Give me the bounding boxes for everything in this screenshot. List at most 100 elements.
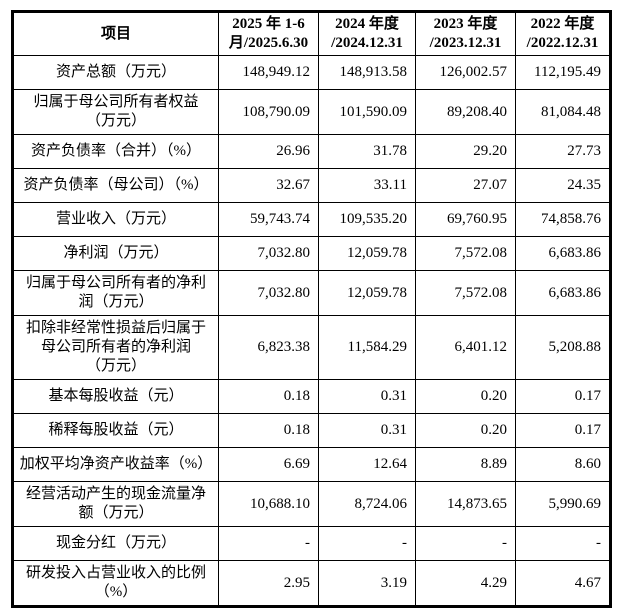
table-row: 资产负债率（合并）（%） 26.96 31.78 29.20 27.73 <box>12 134 611 169</box>
table-row: 归属于母公司所有者的净利 润（万元） 7,032.80 12,059.78 7,572… <box>12 270 611 316</box>
item-label: 归属于母公司所有者权益 （万元） <box>12 89 219 135</box>
table-row: 加权平均净资产收益率（%） 6.69 12.64 8.89 8.60 <box>12 447 611 482</box>
value-cell: 31.78 <box>318 134 416 169</box>
table-row: 归属于母公司所有者权益 （万元） 108,790.09 101,590.09 89,2… <box>12 89 611 135</box>
value-cell: 0.17 <box>515 379 611 414</box>
value-cell: 6,401.12 <box>415 315 516 380</box>
value-cell: 0.31 <box>318 413 416 448</box>
value-cell: - <box>415 526 516 561</box>
value-cell: 8.89 <box>415 447 516 482</box>
value-cell: 33.11 <box>318 168 416 203</box>
header-line: 月/2025.6.30 <box>228 35 309 51</box>
value-cell: 29.20 <box>415 134 516 169</box>
value-cell: 4.29 <box>415 560 516 607</box>
header-line: /2022.12.31 <box>526 35 599 51</box>
value-cell: 126,002.57 <box>415 55 516 90</box>
value-cell: 12,059.78 <box>318 270 416 316</box>
value-cell: 5,990.69 <box>515 481 611 527</box>
value-cell: 8.60 <box>515 447 611 482</box>
value-cell: 109,535.20 <box>318 202 416 237</box>
item-label: 稀释每股收益（元） <box>12 413 219 448</box>
value-cell: 6,683.86 <box>515 236 611 271</box>
value-cell: 27.07 <box>415 168 516 203</box>
value-cell: 32.67 <box>218 168 319 203</box>
value-cell: 112,195.49 <box>515 55 611 90</box>
column-header-period-2: 2023 年度/2023.12.31 <box>415 11 516 56</box>
value-cell: 4.67 <box>515 560 611 607</box>
value-cell: 12.64 <box>318 447 416 482</box>
value-cell: 6,823.38 <box>218 315 319 380</box>
item-label: 加权平均净资产收益率（%） <box>12 447 219 482</box>
value-cell: 10,688.10 <box>218 481 319 527</box>
column-header-period-0: 2025 年 1-6 月/2025.6.30 <box>218 11 319 56</box>
financial-summary-table: 项目 2025 年 1-6 月/2025.6.30 2024 年度/2024.12.… <box>11 10 612 608</box>
item-label: 资产负债率（合并）（%） <box>12 134 219 169</box>
item-label: 现金分红（万元） <box>12 526 219 561</box>
value-cell: 6,683.86 <box>515 270 611 316</box>
item-label: 基本每股收益（元） <box>12 379 219 414</box>
item-label: 归属于母公司所有者的净利 润（万元） <box>12 270 219 316</box>
value-cell: 0.17 <box>515 413 611 448</box>
value-cell: - <box>218 526 319 561</box>
value-cell: 0.20 <box>415 413 516 448</box>
table-row: 资产负债率（母公司）（%） 32.67 33.11 27.07 24.35 <box>12 168 611 203</box>
value-cell: 0.20 <box>415 379 516 414</box>
value-cell: 148,913.58 <box>318 55 416 90</box>
table-row: 稀释每股收益（元） 0.18 0.31 0.20 0.17 <box>12 413 611 448</box>
table-body: 资产总额（万元） 148,949.12 148,913.58 126,002.57 11… <box>12 55 611 607</box>
value-cell: 108,790.09 <box>218 89 319 135</box>
value-cell: 69,760.95 <box>415 202 516 237</box>
header-line: /2023.12.31 <box>429 35 502 51</box>
table-row: 扣除非经常性损益后归属于 母公司所有者的净利润 （万元） 6,823.38 11,5… <box>12 315 611 380</box>
value-cell: 27.73 <box>515 134 611 169</box>
value-cell: 7,032.80 <box>218 236 319 271</box>
header-line: 2022 年度 <box>530 16 595 32</box>
value-cell: 14,873.65 <box>415 481 516 527</box>
value-cell: 7,032.80 <box>218 270 319 316</box>
value-cell: 59,743.74 <box>218 202 319 237</box>
value-cell: - <box>515 526 611 561</box>
item-label: 资产总额（万元） <box>12 55 219 90</box>
header-line: 2025 年 1-6 <box>232 16 305 32</box>
value-cell: 81,084.48 <box>515 89 611 135</box>
column-header-item: 项目 <box>12 11 219 56</box>
column-header-period-1: 2024 年度/2024.12.31 <box>318 11 416 56</box>
table-row: 资产总额（万元） 148,949.12 148,913.58 126,002.57 11… <box>12 55 611 90</box>
value-cell: 101,590.09 <box>318 89 416 135</box>
value-cell: 7,572.08 <box>415 236 516 271</box>
item-label: 研发投入占营业收入的比例 （%） <box>12 560 219 607</box>
header-line: /2024.12.31 <box>331 35 403 51</box>
value-cell: 2.95 <box>218 560 319 607</box>
value-cell: 6.69 <box>218 447 319 482</box>
header-row: 项目 2025 年 1-6 月/2025.6.30 2024 年度/2024.12.… <box>12 11 611 56</box>
column-header-period-3: 2022 年度/2022.12.31 <box>515 11 611 56</box>
table-row: 净利润（万元） 7,032.80 12,059.78 7,572.08 6,683.86 <box>12 236 611 271</box>
table-row: 研发投入占营业收入的比例 （%） 2.95 3.19 4.29 4.67 <box>12 560 611 607</box>
financial-summary-table-container: 项目 2025 年 1-6 月/2025.6.30 2024 年度/2024.12.… <box>11 10 612 608</box>
value-cell: - <box>318 526 416 561</box>
value-cell: 89,208.40 <box>415 89 516 135</box>
item-label: 经营活动产生的现金流量净 额（万元） <box>12 481 219 527</box>
table-row: 基本每股收益（元） 0.18 0.31 0.20 0.17 <box>12 379 611 414</box>
table-row: 营业收入（万元） 59,743.74 109,535.20 69,760.95 74,8… <box>12 202 611 237</box>
header-line: 2024 年度 <box>335 16 399 32</box>
table-row: 现金分红（万元） - - - - <box>12 526 611 561</box>
value-cell: 0.31 <box>318 379 416 414</box>
value-cell: 8,724.06 <box>318 481 416 527</box>
value-cell: 11,584.29 <box>318 315 416 380</box>
item-label: 营业收入（万元） <box>12 202 219 237</box>
item-label: 扣除非经常性损益后归属于 母公司所有者的净利润 （万元） <box>12 315 219 380</box>
table-row: 经营活动产生的现金流量净 额（万元） 10,688.10 8,724.06 14,87… <box>12 481 611 527</box>
value-cell: 26.96 <box>218 134 319 169</box>
value-cell: 3.19 <box>318 560 416 607</box>
value-cell: 148,949.12 <box>218 55 319 90</box>
item-label: 资产负债率（母公司）（%） <box>12 168 219 203</box>
value-cell: 0.18 <box>218 413 319 448</box>
header-line: 2023 年度 <box>433 16 498 32</box>
value-cell: 7,572.08 <box>415 270 516 316</box>
value-cell: 24.35 <box>515 168 611 203</box>
value-cell: 5,208.88 <box>515 315 611 380</box>
value-cell: 0.18 <box>218 379 319 414</box>
value-cell: 74,858.76 <box>515 202 611 237</box>
value-cell: 12,059.78 <box>318 236 416 271</box>
